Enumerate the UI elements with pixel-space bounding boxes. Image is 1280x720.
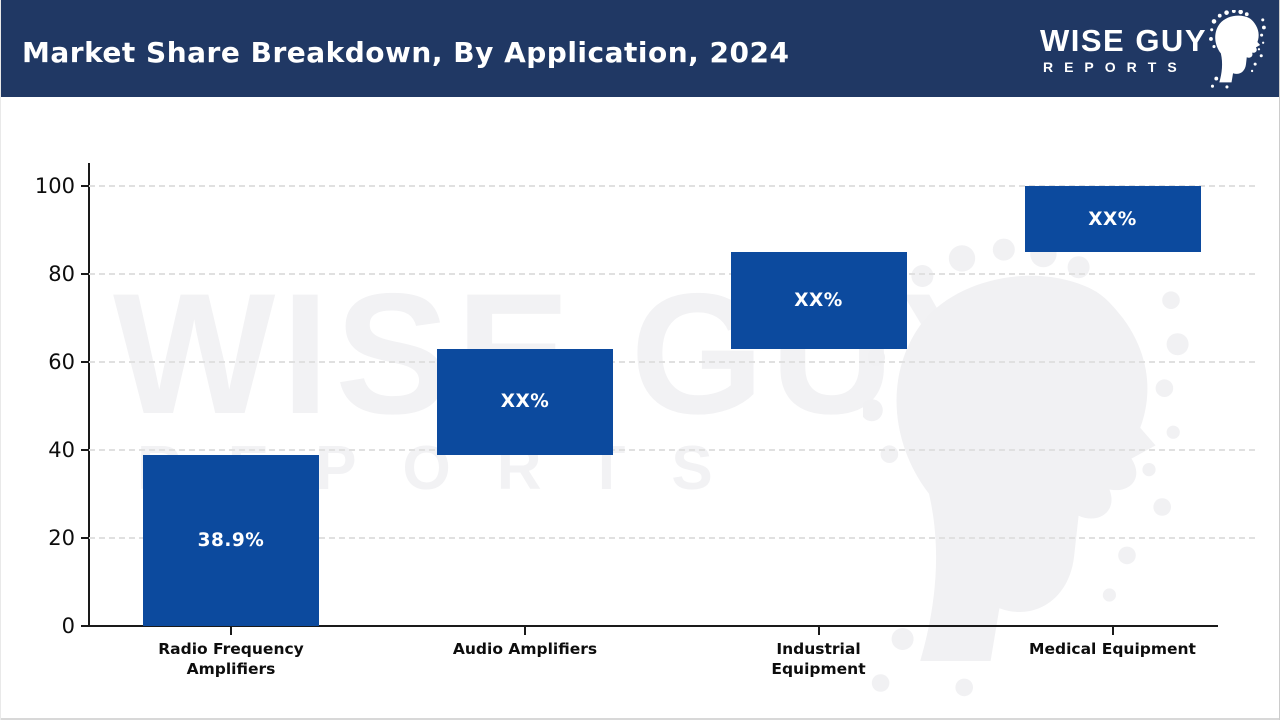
x-category-label: Radio Frequency Amplifiers	[158, 640, 304, 678]
bar-1: XX%	[437, 348, 613, 455]
y-tick-label: 80	[48, 261, 75, 286]
y-tick-label: 100	[34, 173, 75, 198]
y-tick-mark	[81, 625, 89, 627]
chart-title: Market Share Breakdown, By Application, …	[22, 36, 790, 69]
bottom-border	[1, 718, 1279, 720]
logo-wordmark: WISE GUY	[1039, 23, 1207, 58]
gridline-y-60	[89, 361, 1255, 363]
y-tick-mark	[81, 537, 89, 539]
bar-value-label: 38.9%	[197, 529, 265, 551]
wiseguy-logo: WISE GUY REPORTS	[1040, 8, 1267, 90]
x-category-label: Audio Amplifiers	[452, 640, 598, 658]
bar-value-label: XX%	[1088, 208, 1137, 230]
y-tick-mark	[81, 185, 89, 187]
bar-3: XX%	[1024, 186, 1201, 252]
logo-subtext: REPORTS	[1042, 59, 1188, 75]
x-tick-mark	[817, 627, 820, 635]
logo-text: WISE GUY REPORTS	[1039, 23, 1207, 76]
y-axis-line	[88, 163, 90, 627]
x-tick-mark	[1111, 627, 1114, 635]
y-tick-mark	[81, 449, 89, 451]
gridline-y-80	[89, 273, 1255, 275]
gridline-y-20	[89, 537, 1255, 539]
y-tick-label: 40	[48, 437, 75, 462]
gridline-y-100	[89, 185, 1255, 187]
y-tick-mark	[81, 361, 89, 363]
x-tick-mark	[524, 627, 526, 635]
x-tick-mark	[230, 627, 232, 635]
bar-0: 38.9%	[143, 454, 319, 626]
header-bar: Market Share Breakdown, By Application, …	[1, 0, 1279, 97]
bar-value-label: XX%	[794, 289, 843, 311]
bar-value-label: XX%	[500, 391, 550, 413]
y-tick-label: 0	[61, 613, 75, 638]
y-tick-label: 20	[48, 525, 75, 550]
gridline-y-40	[89, 449, 1255, 451]
y-tick-label: 60	[48, 349, 75, 374]
x-category-label: Medical Equipment	[1029, 640, 1196, 658]
logo-head-icon	[1209, 10, 1267, 90]
x-axis-line	[88, 625, 1218, 627]
y-tick-mark	[81, 273, 89, 275]
bar-2: XX%	[730, 252, 907, 349]
x-category-label: Industrial Equipment	[771, 640, 866, 678]
